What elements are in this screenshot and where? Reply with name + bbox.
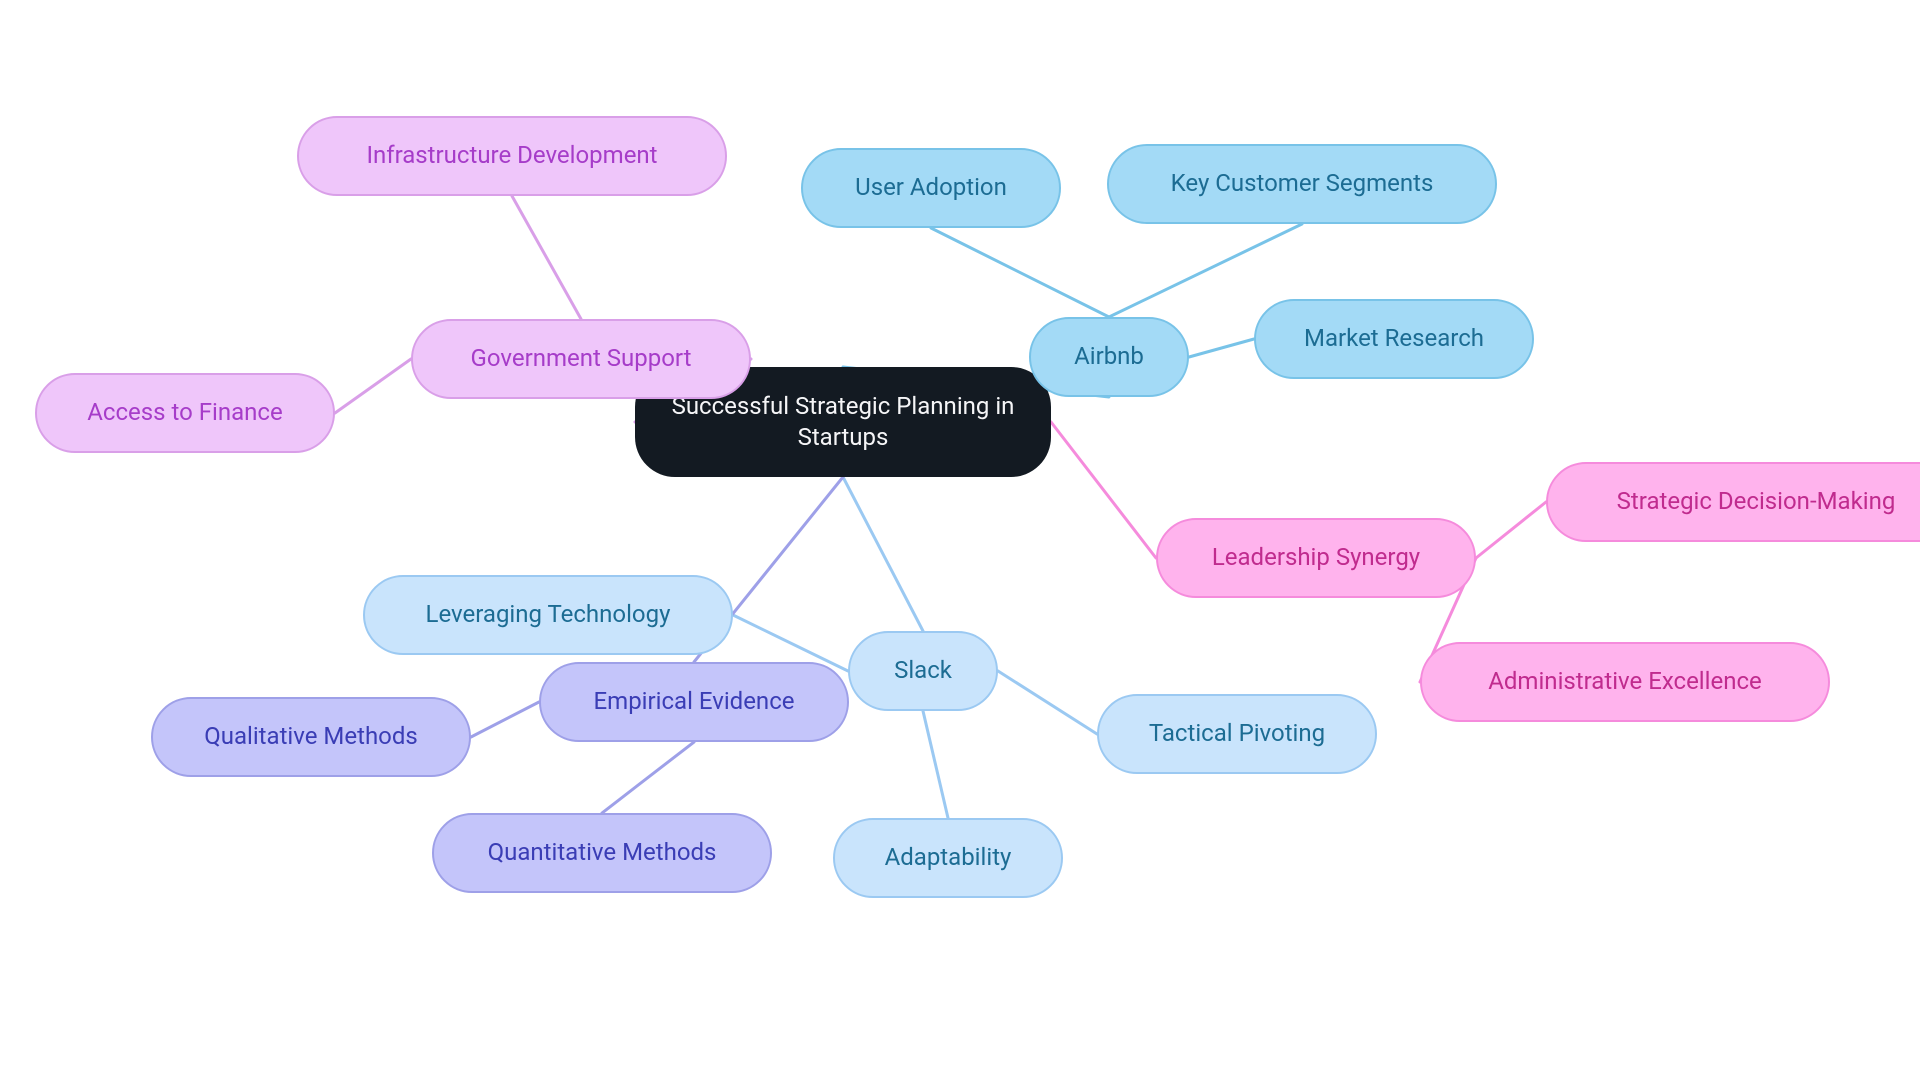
node-airbnb_seg: Key Customer Segments bbox=[1107, 144, 1497, 224]
node-label: Qualitative Methods bbox=[204, 721, 418, 752]
node-label: Quantitative Methods bbox=[488, 837, 717, 868]
node-slack_tech: Leveraging Technology bbox=[363, 575, 733, 655]
node-empirical: Empirical Evidence bbox=[539, 662, 849, 742]
node-slack_pivot: Tactical Pivoting bbox=[1097, 694, 1377, 774]
node-label: Successful Strategic Planning in Startup… bbox=[669, 391, 1017, 453]
node-label: Empirical Evidence bbox=[594, 686, 795, 717]
node-airbnb_research: Market Research bbox=[1254, 299, 1534, 379]
node-slack_adapt: Adaptability bbox=[833, 818, 1063, 898]
node-label: Access to Finance bbox=[87, 397, 282, 428]
node-label: Government Support bbox=[471, 343, 692, 374]
node-label: Leadership Synergy bbox=[1212, 542, 1420, 573]
node-label: User Adoption bbox=[855, 172, 1007, 203]
node-airbnb: Airbnb bbox=[1029, 317, 1189, 397]
node-label: Administrative Excellence bbox=[1488, 666, 1762, 697]
node-label: Strategic Decision-Making bbox=[1617, 486, 1896, 517]
node-emp_qual: Qualitative Methods bbox=[151, 697, 471, 777]
node-slack: Slack bbox=[848, 631, 998, 711]
node-label: Tactical Pivoting bbox=[1149, 718, 1325, 749]
node-label: Slack bbox=[894, 655, 952, 686]
node-gov: Government Support bbox=[411, 319, 751, 399]
node-lead_decision: Strategic Decision-Making bbox=[1546, 462, 1920, 542]
node-label: Key Customer Segments bbox=[1171, 168, 1434, 199]
node-label: Adaptability bbox=[885, 842, 1012, 873]
node-gov_infra: Infrastructure Development bbox=[297, 116, 727, 196]
node-airbnb_user: User Adoption bbox=[801, 148, 1061, 228]
node-lead_admin: Administrative Excellence bbox=[1420, 642, 1830, 722]
node-label: Leveraging Technology bbox=[426, 599, 671, 630]
node-leadership: Leadership Synergy bbox=[1156, 518, 1476, 598]
node-label: Market Research bbox=[1304, 323, 1484, 354]
node-gov_finance: Access to Finance bbox=[35, 373, 335, 453]
node-emp_quant: Quantitative Methods bbox=[432, 813, 772, 893]
node-label: Airbnb bbox=[1074, 341, 1144, 372]
mindmap-diagram: Successful Strategic Planning in Startup… bbox=[0, 0, 1920, 1083]
node-label: Infrastructure Development bbox=[366, 140, 657, 171]
